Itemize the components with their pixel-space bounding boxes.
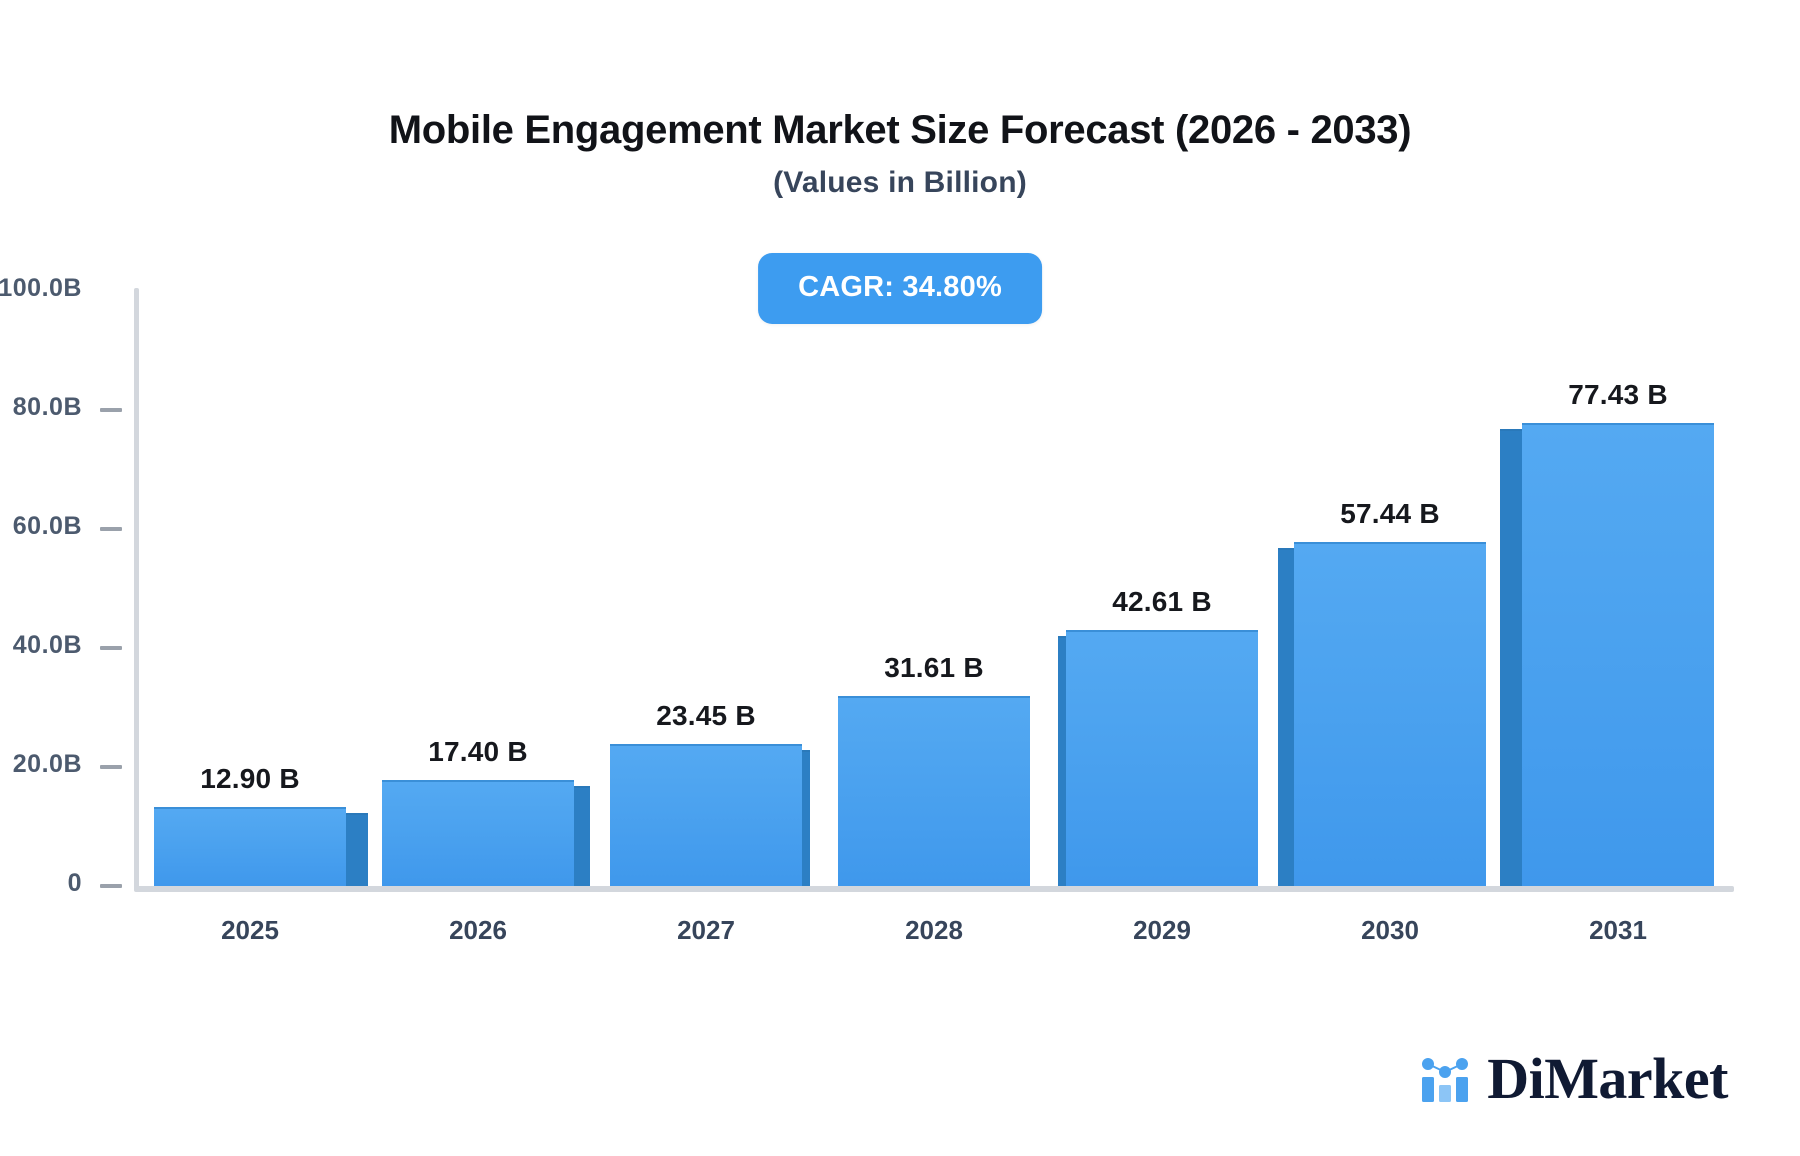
bar-group: 23.45 B 2027 [610,0,810,1156]
chart-header: Mobile Engagement Market Size Forecast (… [0,108,1800,199]
bar-front-face [1066,630,1258,886]
x-axis-tick-label: 2025 [221,915,279,945]
brand-logo: DiMarket [1419,1050,1728,1108]
bar-group: 31.61 B 2028 [838,0,1030,1156]
bar-value-label: 17.40 B [428,736,528,768]
bar-value-label: 23.45 B [656,700,756,732]
bar-value-label: 77.43 B [1568,379,1668,411]
bar[interactable] [1278,542,1486,886]
bar-group: 12.90 B 2025 [154,0,368,1156]
bar[interactable] [1058,630,1258,886]
chart-title: Mobile Engagement Market Size Forecast (… [388,108,1412,152]
bar-front-face [838,695,1030,886]
bar-side-face [346,813,368,886]
bar-value-label: 12.90 B [200,763,300,795]
cagr-badge: CAGR: 34.80% [758,253,1042,324]
bar-group: 42.61 B 2029 [1058,0,1258,1156]
bar[interactable] [1500,423,1714,886]
bar-side-face [1278,548,1294,886]
bar-group: 77.43 B 2031 [1500,0,1714,1156]
bar-value-label: 42.61 B [1112,586,1212,618]
bar-value-label: 31.61 B [884,651,984,683]
bar-front-face [1522,423,1714,886]
bar-side-face [1058,636,1066,886]
brand-logo-text: DiMarket [1487,1046,1728,1111]
bar-front-face [154,807,346,886]
bar-side-face [574,786,590,886]
bar[interactable] [382,780,590,886]
bar-side-face [1500,429,1522,886]
x-axis-tick-label: 2026 [449,915,507,945]
bar-front-face [1294,542,1486,886]
bar[interactable] [838,695,1030,886]
bar-group: 17.40 B 2026 [382,0,590,1156]
x-axis-tick-label: 2027 [677,915,735,945]
bar-group: 57.44 B 2030 [1278,0,1486,1156]
bar[interactable] [610,744,810,886]
x-axis-tick-label: 2028 [905,915,963,945]
bar-value-label: 57.44 B [1340,498,1440,530]
bar[interactable] [154,807,368,886]
bar-front-face [382,780,574,886]
bar-chart-logo-icon [1422,1058,1469,1102]
chart-subtitle: (Values in Billion) [773,166,1027,199]
bar-front-face [610,744,802,886]
x-axis-tick-label: 2029 [1133,915,1191,945]
bar-side-face [802,750,810,886]
x-axis-tick-label: 2031 [1589,915,1647,945]
x-axis-tick-label: 2030 [1361,915,1419,945]
